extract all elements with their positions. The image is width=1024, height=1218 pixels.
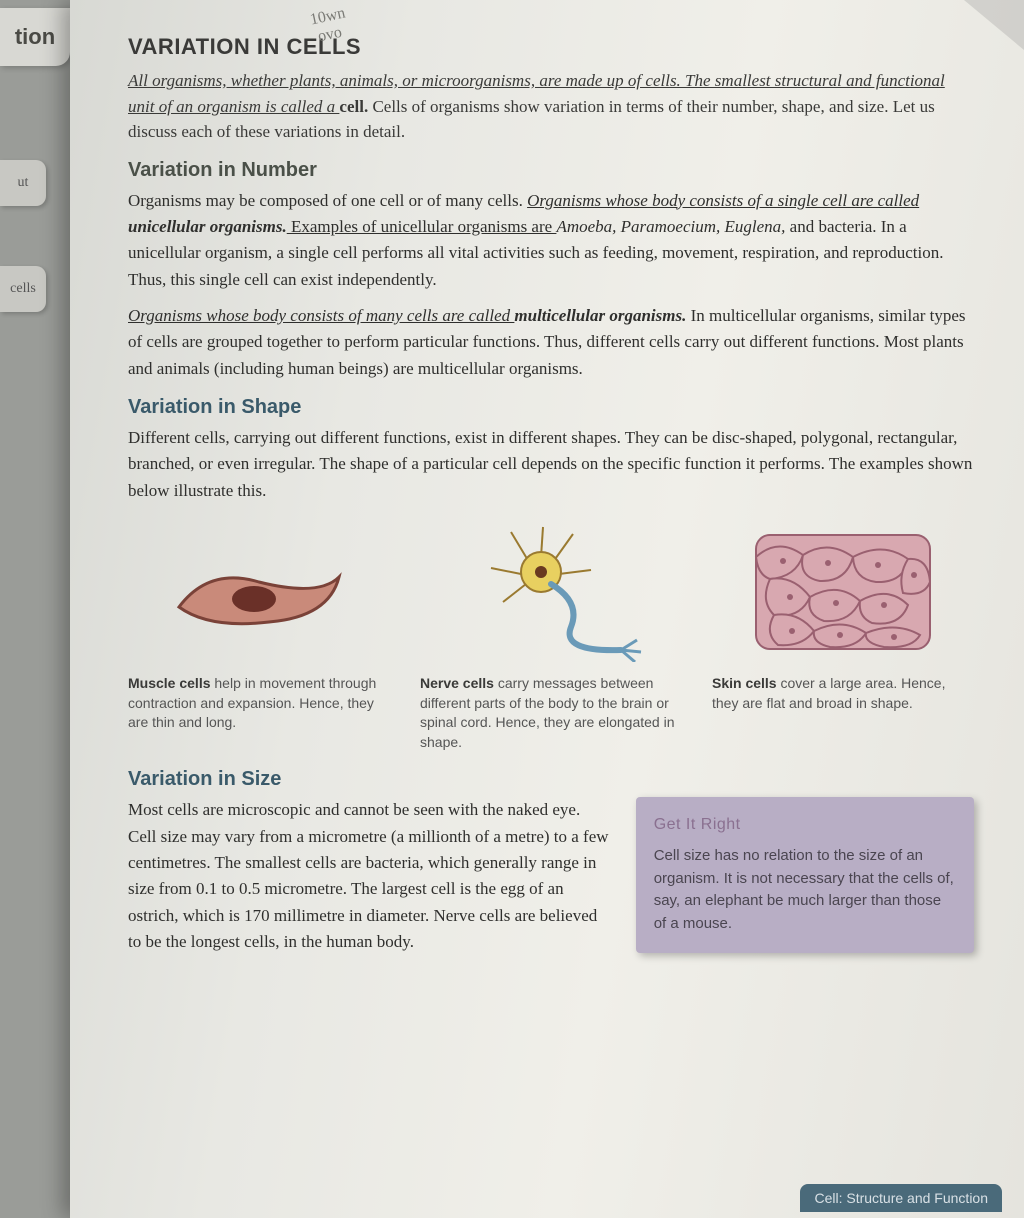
heading-shape: Variation in Shape [128,396,974,419]
muscle-cell-figure [128,537,390,647]
num-p1-a: Organisms may be composed of one cell or… [128,191,527,210]
size-paragraph: Most cells are microscopic and cannot be… [128,797,612,955]
intro-paragraph: All organisms, whether plants, animals, … [128,68,974,145]
figure-row [128,522,974,662]
muscle-caption: Muscle cells help in movement through co… [128,674,390,752]
num-p2-bold: multicellular organisms. [514,306,686,325]
callout-box: Get It Right Cell size has no relation t… [636,797,974,953]
skin-caption: Skin cells cover a large area. Hence, th… [712,674,974,752]
footer-tab: Cell: Structure and Function [800,1184,1002,1212]
callout-text: Cell size has no relation to the size of… [654,845,956,935]
num-p1-bold: unicellular organisms. [128,217,287,236]
muscle-label: Muscle cells [128,675,211,691]
chapter-tab: tion [0,8,70,66]
caption-row: Muscle cells help in movement through co… [128,674,974,752]
num-p1-c: Examples of unicellular organisms are [287,217,557,236]
corner-fold [964,0,1024,50]
nerve-label: Nerve cells [420,675,494,691]
callout-title: Get It Right [654,813,956,837]
num-p2-a: Organisms whose body consists of many ce… [128,306,514,325]
number-p2: Organisms whose body consists of many ce… [128,303,974,382]
skin-cell-figure [712,527,974,657]
size-row: Most cells are microscopic and cannot be… [128,797,974,965]
side-tabs: ut cells [0,160,46,372]
side-tab-1: ut [0,160,46,206]
page: 10wn ovo VARIATION IN CELLS All organism… [70,0,1024,1218]
shape-paragraph: Different cells, carrying out different … [128,425,974,504]
intro-bold: cell. [339,97,368,116]
num-p1-b: Organisms whose body consists of a singl… [527,191,919,210]
page-title: VARIATION IN CELLS [128,34,974,60]
nerve-cell-figure [420,522,682,662]
heading-number: Variation in Number [128,159,974,182]
skin-label: Skin cells [712,675,777,691]
heading-size: Variation in Size [128,768,974,791]
nerve-caption: Nerve cells carry messages between diffe… [420,674,682,752]
num-p1-ci: Amoeba, Paramoecium, Euglena, [556,217,785,236]
number-p1: Organisms may be composed of one cell or… [128,188,974,293]
side-tab-2: cells [0,266,46,312]
size-text: Most cells are microscopic and cannot be… [128,797,612,965]
